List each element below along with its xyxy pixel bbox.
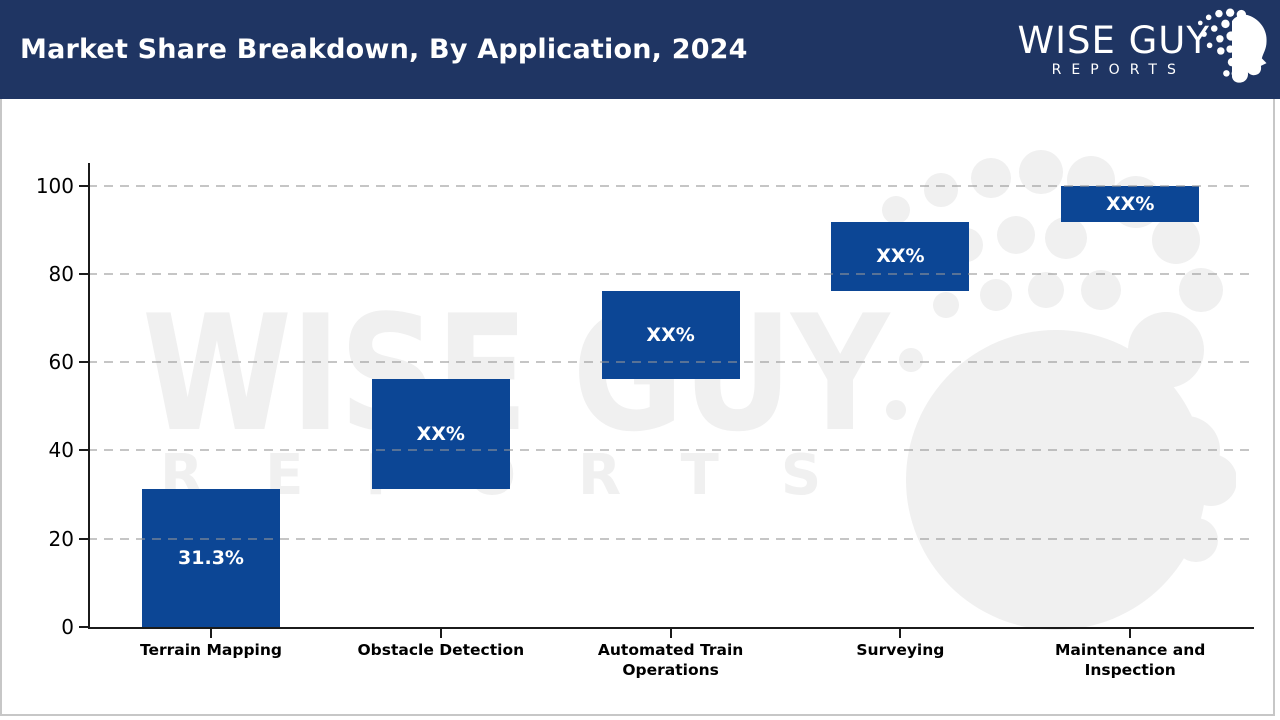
brand-name: WISE GUY [1017, 18, 1210, 62]
x-tick-label-maintenance-and-inspection: Maintenance and Inspection [1055, 641, 1206, 679]
x-tick-obstacle-detection [439, 629, 442, 638]
gridline-20 [88, 537, 1254, 540]
brand-text: WISE GUY REPORTS [1018, 22, 1210, 78]
y-tick-20 [79, 537, 88, 540]
y-tick-40 [79, 449, 88, 452]
brand-face-icon [1197, 7, 1267, 83]
y-tick-label-60: 60 [48, 350, 74, 375]
bar-surveying: XX% [831, 222, 970, 291]
y-tick-label-20: 20 [48, 526, 74, 551]
x-tick-label-terrain-mapping: Terrain Mapping [139, 641, 283, 659]
x-tick-label-surveying: Surveying [856, 641, 945, 659]
y-tick-label-80: 80 [48, 261, 74, 286]
x-tick-maintenance-and-inspection [1129, 629, 1132, 638]
bar-obstacle-detection: XX% [371, 379, 510, 489]
x-tick-label-automated-train-operations: Automated Train Operations [597, 641, 744, 679]
bar-value-label-surveying: XX% [876, 245, 925, 268]
y-tick-80 [79, 272, 88, 275]
x-tick-label-obstacle-detection: Obstacle Detection [357, 641, 525, 659]
x-tick-automated-train-operations [669, 629, 672, 638]
bar-maintenance-and-inspection: XX% [1061, 185, 1200, 223]
gridline-100 [88, 184, 1254, 187]
bar-value-label-terrain-mapping: 31.3% [178, 546, 244, 569]
y-tick-label-0: 0 [61, 615, 74, 639]
y-tick-60 [79, 361, 88, 364]
bar-value-label-maintenance-and-inspection: XX% [1106, 192, 1155, 215]
x-tick-terrain-mapping [210, 629, 212, 638]
bar-automated-train-operations: XX% [601, 290, 740, 380]
bar-value-label-obstacle-detection: XX% [416, 423, 465, 446]
x-axis [88, 627, 1254, 629]
page-title: Market Share Breakdown, By Application, … [20, 34, 748, 65]
x-tick-surveying [899, 629, 902, 638]
bar-terrain-mapping: 31.3% [142, 488, 280, 627]
bar-value-label-automated-train-operations: XX% [646, 323, 695, 346]
y-tick-label-100: 100 [35, 173, 74, 198]
gridline-40 [88, 449, 1254, 452]
header: Market Share Breakdown, By Application, … [0, 0, 1280, 99]
y-axis [88, 163, 90, 629]
y-tick-label-40: 40 [48, 438, 74, 463]
gridline-80 [88, 272, 1254, 275]
brand-subtitle: REPORTS [1051, 61, 1186, 78]
brand-logo: WISE GUY REPORTS [1018, 7, 1270, 92]
y-tick-0 [79, 626, 88, 628]
gridline-60 [88, 361, 1254, 364]
y-tick-100 [79, 184, 88, 187]
